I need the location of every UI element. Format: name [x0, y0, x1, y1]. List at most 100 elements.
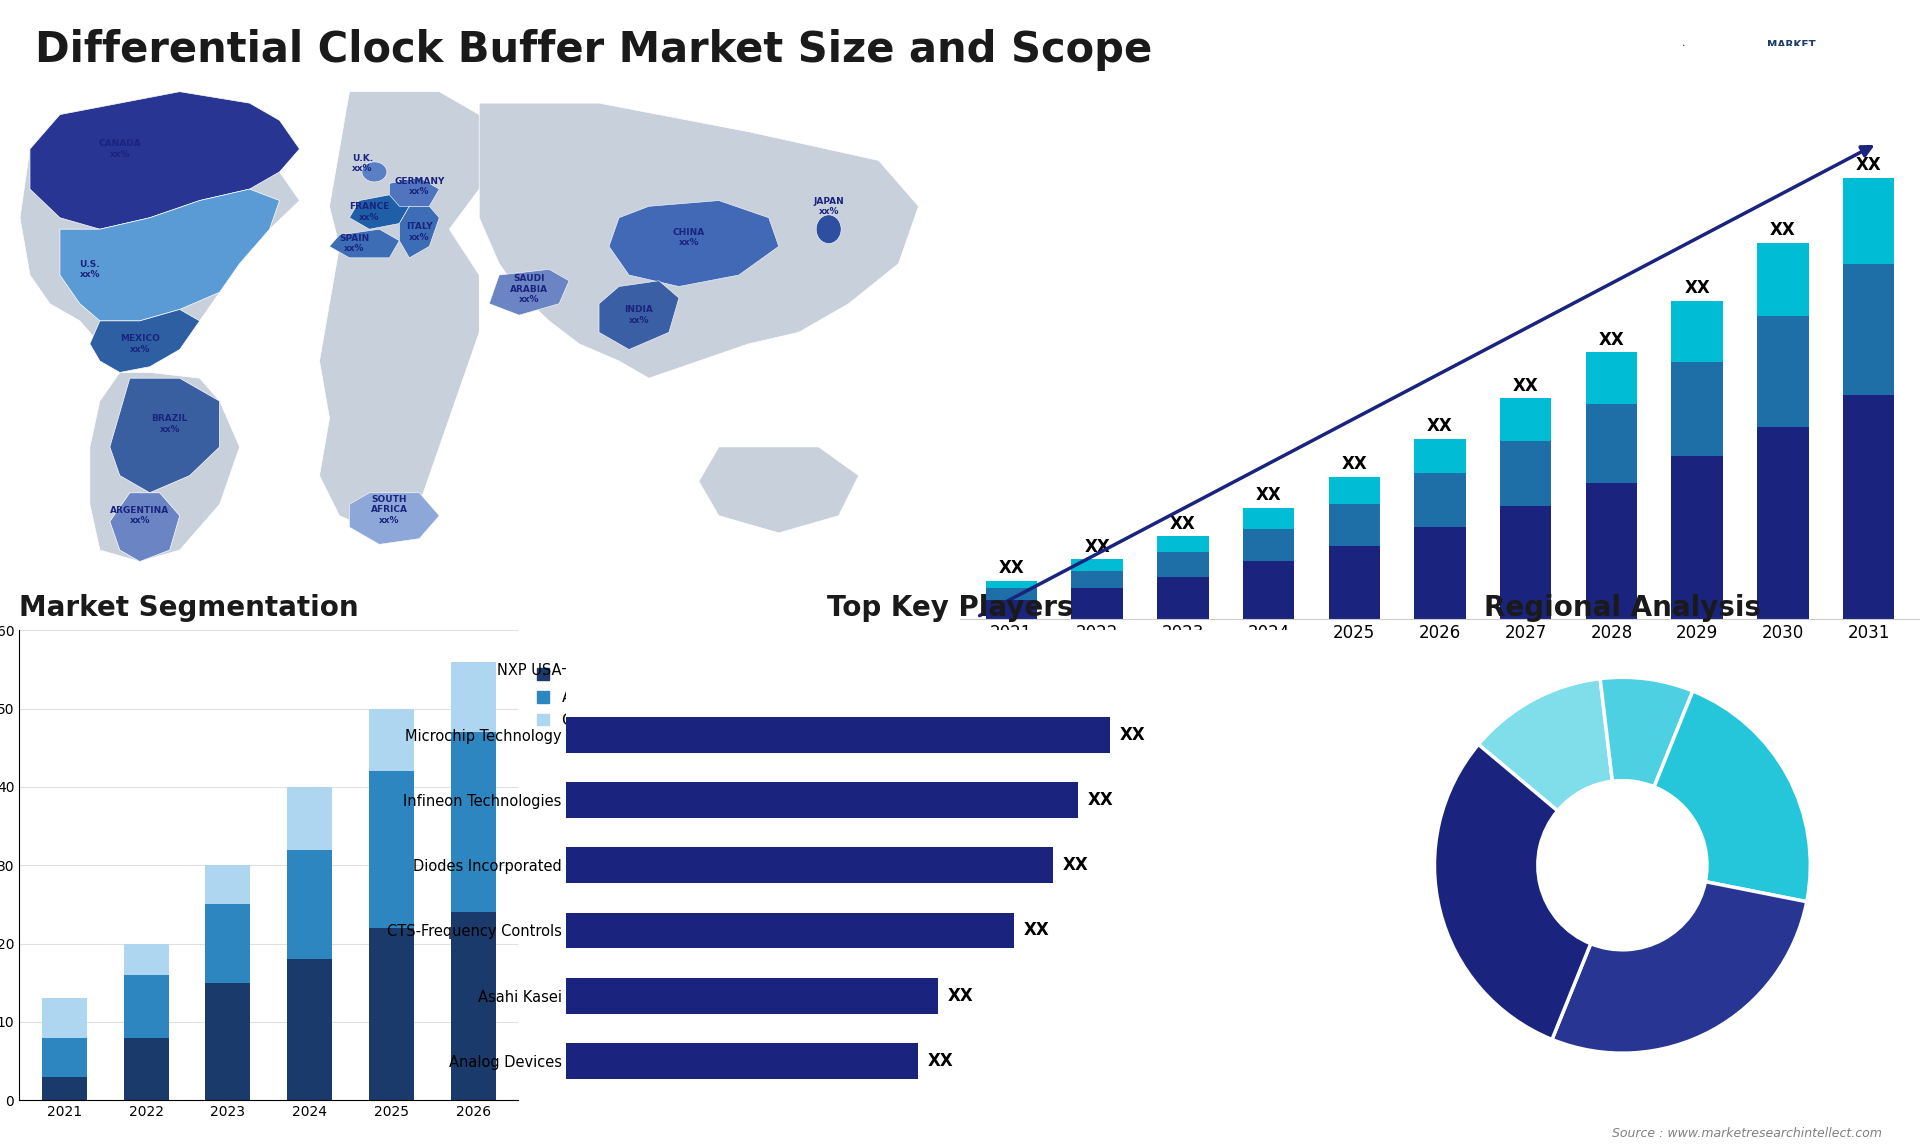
Bar	[1757, 316, 1809, 427]
Polygon shape	[480, 103, 918, 378]
Wedge shape	[1478, 678, 1613, 811]
Bar	[205, 904, 250, 983]
Bar	[1843, 265, 1895, 394]
Legend: Type, Application, Geography: Type, Application, Geography	[532, 661, 653, 733]
Ellipse shape	[816, 215, 841, 244]
Text: FRANCE
xx%: FRANCE xx%	[349, 203, 390, 221]
Polygon shape	[319, 92, 499, 533]
Text: U.S.
xx%: U.S. xx%	[79, 260, 100, 278]
Text: RESEARCH: RESEARCH	[1766, 64, 1830, 74]
Bar	[985, 599, 1037, 619]
Bar	[566, 978, 937, 1014]
Bar	[1415, 439, 1465, 473]
Text: ITALY
xx%: ITALY xx%	[405, 222, 432, 242]
Text: XX: XX	[1599, 331, 1624, 348]
Bar	[451, 912, 495, 1100]
Polygon shape	[490, 269, 568, 315]
Text: XX: XX	[1089, 791, 1114, 809]
Bar	[1329, 545, 1380, 619]
Text: CANADA
xx%: CANADA xx%	[98, 140, 142, 158]
Text: SAUDI
ARABIA
xx%: SAUDI ARABIA xx%	[511, 274, 549, 305]
Bar	[1158, 536, 1208, 551]
Bar	[369, 771, 415, 928]
Text: BRAZIL
xx%: BRAZIL xx%	[152, 415, 188, 433]
Bar	[205, 983, 250, 1100]
Bar	[566, 912, 1014, 949]
Text: CHINA
xx%: CHINA xx%	[672, 228, 705, 248]
Text: XX: XX	[1857, 156, 1882, 174]
Text: MARKET: MARKET	[1766, 40, 1816, 50]
Bar	[1158, 551, 1208, 576]
Polygon shape	[1672, 71, 1757, 131]
Bar	[1500, 505, 1551, 619]
Bar	[1843, 394, 1895, 619]
Bar	[566, 782, 1079, 818]
Polygon shape	[399, 206, 440, 258]
Bar	[985, 581, 1037, 588]
Bar	[1415, 473, 1465, 527]
Bar	[369, 708, 415, 771]
Bar	[1071, 588, 1123, 619]
Text: XX: XX	[947, 987, 973, 1005]
Text: GERMANY
xx%: GERMANY xx%	[394, 176, 445, 196]
Bar	[1843, 178, 1895, 265]
Text: XX: XX	[1770, 221, 1795, 240]
Polygon shape	[349, 493, 440, 544]
Bar	[288, 849, 332, 959]
Text: XX: XX	[1169, 515, 1196, 533]
Text: SPAIN
xx%: SPAIN xx%	[340, 234, 369, 253]
Bar	[1329, 477, 1380, 504]
Text: XX: XX	[927, 1052, 954, 1070]
Text: MEXICO
xx%: MEXICO xx%	[119, 335, 159, 353]
Wedge shape	[1434, 745, 1590, 1039]
Bar	[288, 787, 332, 849]
Bar	[566, 1043, 918, 1078]
Bar	[985, 588, 1037, 599]
Bar	[1242, 562, 1294, 619]
Bar	[369, 928, 415, 1100]
Bar	[1500, 399, 1551, 440]
Text: XX: XX	[1342, 455, 1367, 473]
Polygon shape	[90, 309, 200, 372]
Polygon shape	[90, 372, 240, 562]
Text: XX: XX	[1119, 725, 1146, 744]
Wedge shape	[1655, 691, 1811, 902]
Bar	[123, 943, 169, 975]
Bar	[1415, 527, 1465, 619]
Text: SOUTH
AFRICA
xx%: SOUTH AFRICA xx%	[371, 495, 407, 525]
Bar	[1586, 353, 1638, 405]
Polygon shape	[599, 281, 680, 350]
Bar	[1242, 528, 1294, 562]
Text: ARGENTINA
xx%: ARGENTINA xx%	[109, 507, 169, 525]
Text: XX: XX	[1684, 278, 1711, 297]
Title: Top Key Players: Top Key Players	[828, 595, 1073, 622]
Polygon shape	[609, 201, 780, 286]
Bar	[566, 716, 1110, 753]
Bar	[42, 1037, 86, 1077]
Bar	[1500, 440, 1551, 505]
Text: XX: XX	[1085, 537, 1110, 556]
Text: Source : www.marketresearchintellect.com: Source : www.marketresearchintellect.com	[1611, 1128, 1882, 1140]
Bar	[42, 1077, 86, 1100]
Text: XX: XX	[998, 559, 1023, 576]
Bar	[42, 998, 86, 1037]
Polygon shape	[330, 229, 399, 258]
Polygon shape	[60, 189, 280, 321]
Text: Market Segmentation: Market Segmentation	[19, 595, 359, 622]
Bar	[1158, 576, 1208, 619]
Text: Differential Clock Buffer Market Size and Scope: Differential Clock Buffer Market Size an…	[35, 29, 1152, 71]
Polygon shape	[109, 493, 180, 562]
Bar	[123, 1037, 169, 1100]
Bar	[1071, 559, 1123, 571]
Bar	[451, 732, 495, 912]
Bar	[1586, 482, 1638, 619]
Text: JAPAN
xx%: JAPAN xx%	[814, 197, 845, 215]
Bar	[288, 959, 332, 1100]
Text: XX: XX	[1427, 417, 1453, 434]
Ellipse shape	[361, 162, 388, 182]
Text: XX: XX	[1256, 486, 1281, 504]
Polygon shape	[390, 178, 440, 206]
Text: XX: XX	[1062, 856, 1089, 874]
Text: XX: XX	[1023, 921, 1050, 940]
Polygon shape	[19, 92, 300, 350]
